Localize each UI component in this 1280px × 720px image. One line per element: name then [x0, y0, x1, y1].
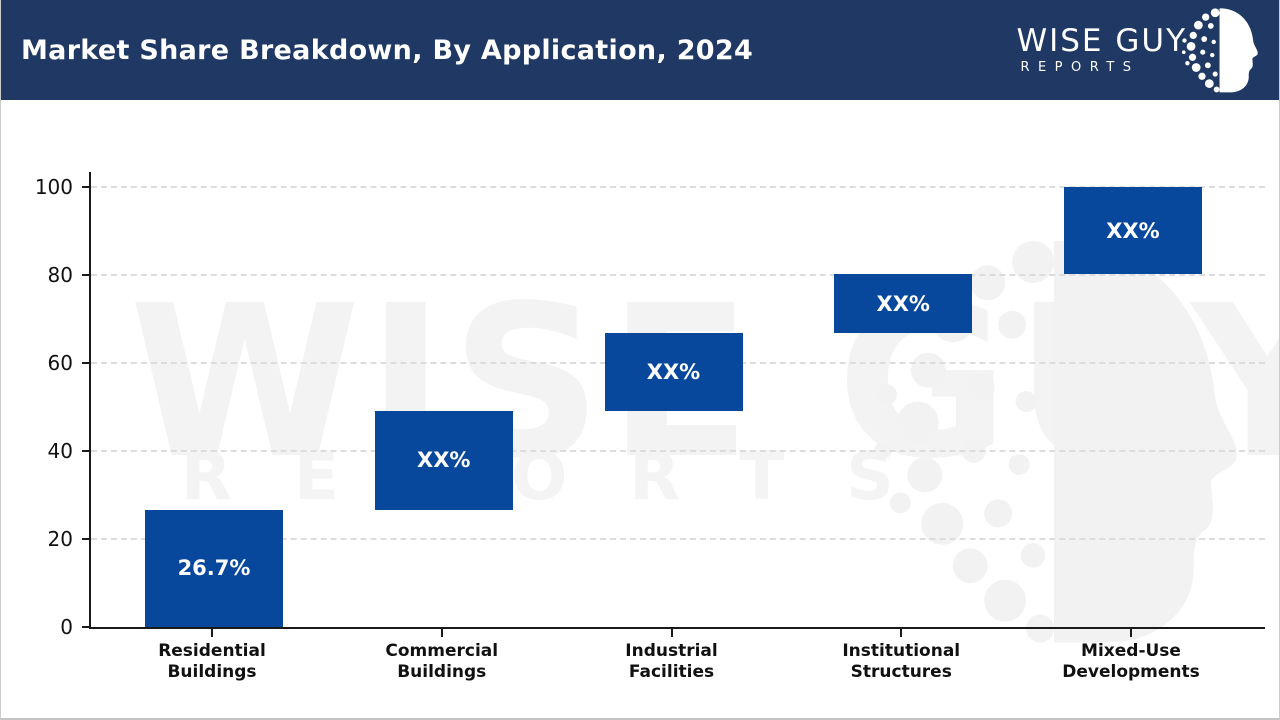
y-axis-tick-label-100: 100 [34, 175, 73, 199]
y-axis-tick-mark [82, 274, 90, 276]
bar-value-label: XX% [417, 448, 471, 473]
bar-industrial-facilities: XX% [604, 333, 743, 412]
x-axis-tick-mark [211, 629, 213, 637]
y-axis-tick-label-80: 80 [47, 263, 73, 287]
bar-institutional-structures: XX% [834, 274, 973, 334]
y-axis-tick-mark [82, 626, 90, 628]
logo-wordmark: WISE GUY REPORTS [1016, 25, 1187, 75]
x-axis-category-label-commercial-buildings: Commercial Buildings [385, 641, 499, 682]
x-axis-tick-mark [900, 629, 903, 637]
x-axis-tick-mark [440, 629, 443, 637]
y-axis-tick-label-20: 20 [47, 527, 73, 551]
page-title: Market Share Breakdown, By Application, … [21, 34, 754, 66]
bar-commercial-buildings: XX% [374, 411, 513, 510]
gridline-y-20 [91, 538, 1265, 540]
bar-value-label: 26.7% [177, 556, 251, 581]
wise-guy-reports-logo: WISE GUY REPORTS [1016, 4, 1269, 96]
bar-value-label: XX% [646, 360, 701, 385]
gridline-y-80 [91, 274, 1265, 276]
bar-value-label: XX% [876, 291, 930, 316]
x-axis-category-label-residential-buildings: Residential Buildings [158, 641, 266, 682]
bar-mixed-use-developments: XX% [1064, 187, 1202, 275]
y-axis-tick-label-60: 60 [47, 351, 73, 375]
logo-brand-subtitle: REPORTS [1020, 59, 1140, 75]
y-axis-tick-mark [82, 450, 90, 452]
plot-area: 26.7% XX% XX% XX% XX% [89, 172, 1265, 629]
y-axis-tick-mark [82, 538, 90, 540]
x-axis-tick-mark [670, 629, 673, 637]
y-axis-tick-mark [82, 362, 90, 364]
logo-brand-name: WISE GUY [1016, 23, 1187, 60]
y-axis-tick-label-40: 40 [47, 439, 73, 463]
gridline-y-40 [91, 450, 1265, 452]
x-axis-category-label-mixed-use-developments: Mixed-Use Developments [1062, 641, 1200, 682]
x-axis-tick-mark [1130, 629, 1132, 637]
x-axis-category-label-industrial-facilities: Industrial Facilities [625, 641, 718, 682]
y-axis-tick-label-0: 0 [60, 615, 73, 639]
gridline-y-100 [91, 186, 1265, 188]
header-bar: Market Share Breakdown, By Application, … [1, 0, 1279, 100]
logo-head-icon [1181, 8, 1258, 93]
bar-residential-buildings: 26.7% [145, 509, 283, 627]
bar-value-label: XX% [1106, 218, 1160, 243]
x-axis-category-label-institutional-structures: Institutional Structures [842, 641, 961, 682]
chart-canvas: WISE GUY REPORTS 26.7%XX%XX%XX%XX% 02040… [1, 100, 1279, 718]
y-axis-tick-mark [82, 186, 90, 188]
